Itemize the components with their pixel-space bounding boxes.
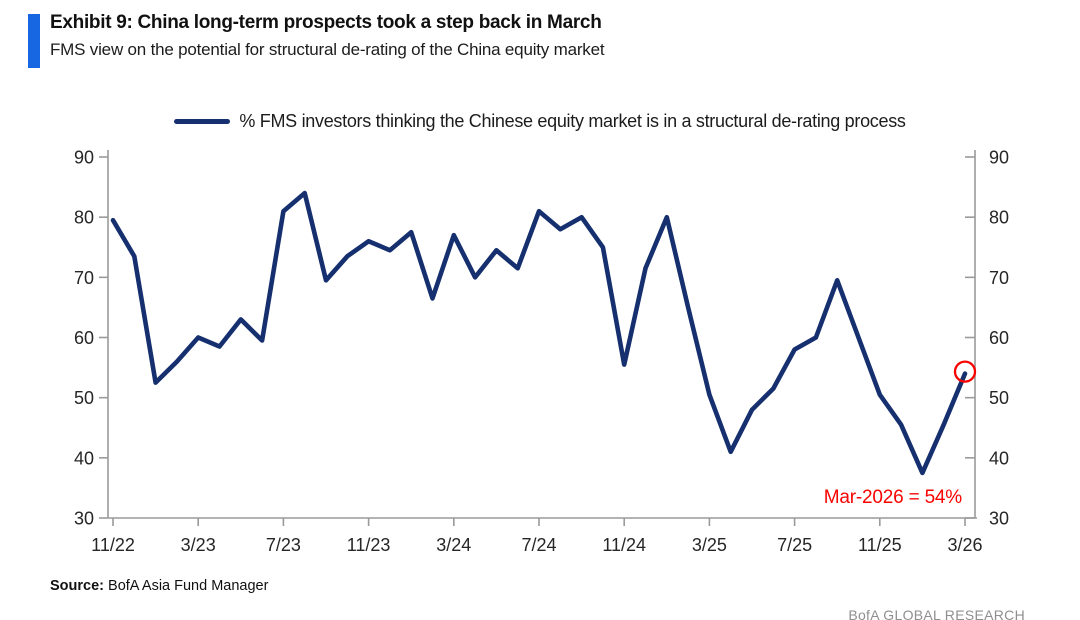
series-line (110, 190, 968, 476)
y-tick-label-right: 70 (989, 268, 1009, 288)
x-tick-label: 11/25 (858, 535, 902, 555)
x-tick-label: 3/25 (692, 535, 727, 555)
y-tick-label-right: 60 (989, 328, 1009, 348)
x-tick-label: 11/22 (91, 535, 135, 555)
x-tick-label: 11/23 (347, 535, 391, 555)
source-label: Source: (50, 578, 104, 594)
x-tick-label: 11/24 (602, 535, 646, 555)
exhibit-accent-bar (28, 14, 40, 68)
y-tick-label-left: 80 (74, 208, 94, 228)
y-tick-label-right: 80 (989, 208, 1009, 228)
x-tick-label: 7/23 (266, 535, 301, 555)
y-tick-label-left: 30 (74, 509, 94, 529)
exhibit-subtitle: FMS view on the potential for structural… (50, 40, 605, 59)
x-tick-label: 3/26 (947, 535, 982, 555)
x-tick-label: 3/24 (436, 535, 471, 555)
y-tick-label-right: 90 (989, 148, 1009, 168)
legend-line-swatch (174, 118, 231, 124)
highlight-annotation: Mar-2026 = 54% (823, 487, 962, 508)
y-tick-label-left: 90 (74, 148, 94, 168)
y-tick-label-left: 40 (74, 448, 94, 468)
brand-text: BofA GLOBAL RESEARCH (848, 607, 1025, 620)
highlight-circle (953, 360, 977, 383)
x-tick-label: 7/25 (777, 535, 812, 555)
y-tick-label-left: 70 (74, 268, 94, 288)
x-tick-label: 7/24 (521, 535, 556, 555)
y-tick-label-left: 60 (74, 328, 94, 348)
y-tick-label-left: 50 (74, 388, 94, 408)
legend-label: % FMS investors thinking the Chinese equ… (239, 110, 906, 131)
source-line: Source: BofA Asia Fund Manager (50, 578, 268, 594)
source-text: BofA Asia Fund Manager (104, 578, 269, 594)
y-tick-label-right: 40 (989, 448, 1009, 468)
y-tick-label-right: 30 (989, 509, 1009, 529)
x-tick-label: 3/23 (181, 535, 216, 555)
legend: % FMS investors thinking the Chinese equ… (0, 108, 1080, 134)
y-tick-label-right: 50 (989, 388, 1009, 408)
exhibit-title: Exhibit 9: China long-term prospects too… (50, 12, 602, 33)
